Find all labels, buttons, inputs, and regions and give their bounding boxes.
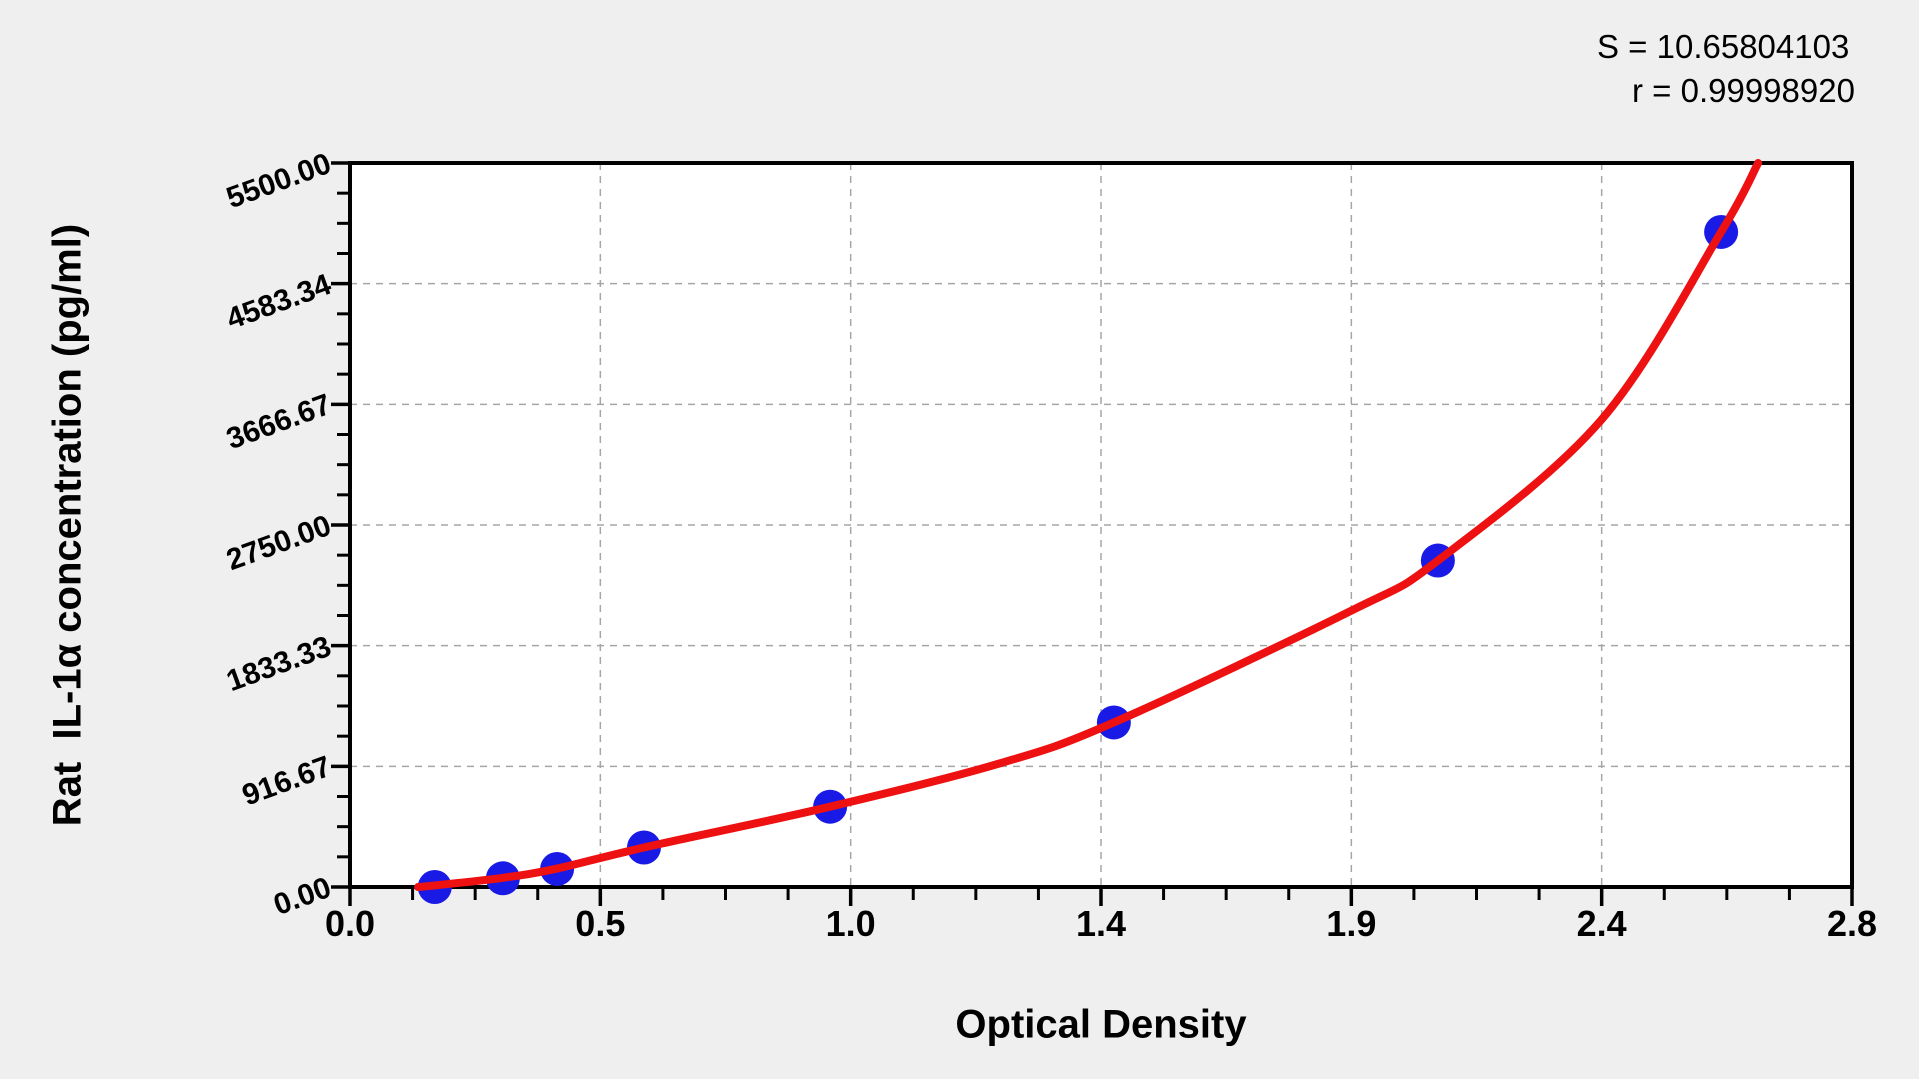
fit-r-value: r = 0.99998920 (1632, 72, 1855, 109)
x-tick-label: 0.0 (324, 903, 376, 944)
x-tick-label: 1.0 (825, 903, 876, 944)
x-axis-title: Optical Density (955, 1002, 1247, 1047)
fit-curve (414, 159, 1763, 891)
x-tick-label: 1.9 (1326, 903, 1377, 944)
x-tick-label: 1.4 (1075, 903, 1127, 944)
x-tick-label: 0.5 (575, 903, 626, 944)
plot-frame (348, 161, 1854, 889)
fit-s-value: S = 10.65804103 (1597, 28, 1850, 65)
x-tick-label: 2.8 (1826, 903, 1878, 944)
y-axis-title: Rat IL-1α concentration (pg/ml) (45, 223, 90, 827)
x-tick-label: 2.4 (1576, 903, 1627, 944)
